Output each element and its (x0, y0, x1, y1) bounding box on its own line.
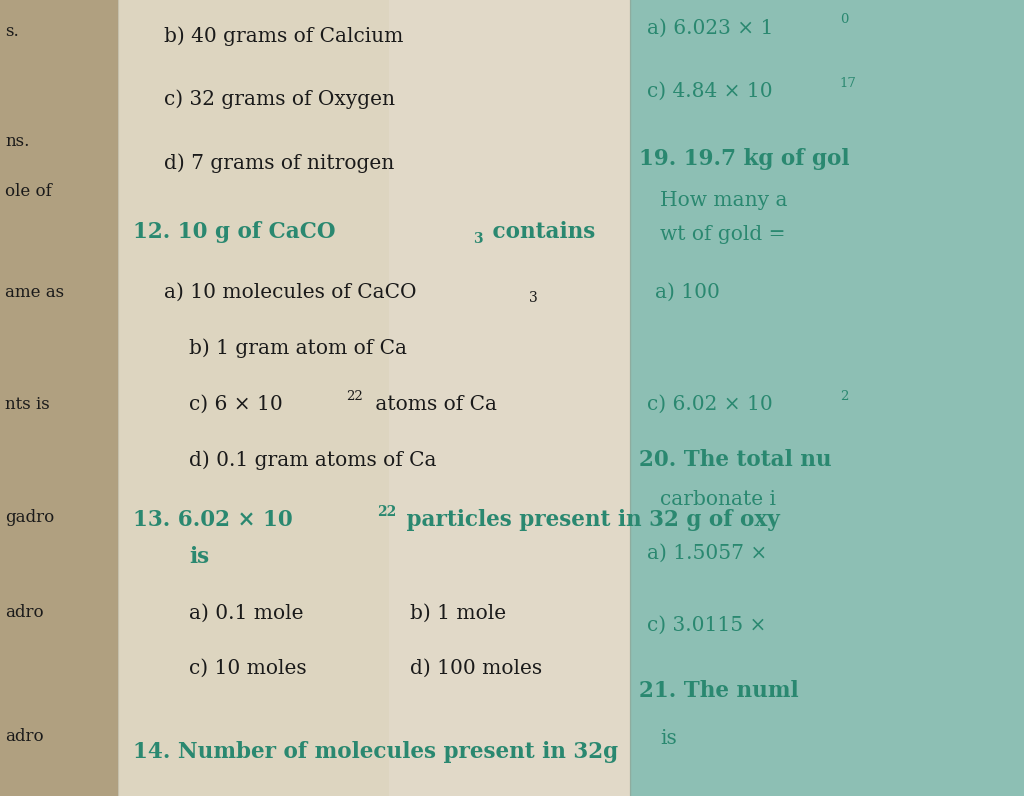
Text: 21. The numl: 21. The numl (639, 680, 799, 702)
Text: 22: 22 (377, 505, 396, 519)
Text: contains: contains (485, 221, 596, 244)
Text: 14. Number of molecules present in 32g: 14. Number of molecules present in 32g (133, 741, 618, 763)
Text: b) 40 grams of Calcium: b) 40 grams of Calcium (164, 26, 403, 45)
Text: is: is (189, 546, 210, 568)
Text: d) 0.1 gram atoms of Ca: d) 0.1 gram atoms of Ca (189, 451, 437, 470)
Bar (0, 0, 118, 796)
Text: 13. 6.02 × 10: 13. 6.02 × 10 (133, 509, 293, 531)
Text: How many a: How many a (660, 191, 788, 210)
Text: c) 10 moles: c) 10 moles (189, 659, 307, 678)
Text: a) 10 molecules of CaCO: a) 10 molecules of CaCO (164, 283, 417, 302)
Text: 19. 19.7 kg of gol: 19. 19.7 kg of gol (639, 148, 850, 170)
Text: c) 4.84 × 10: c) 4.84 × 10 (647, 82, 773, 101)
Text: carbonate i: carbonate i (660, 490, 776, 509)
Text: 20. The total nu: 20. The total nu (639, 449, 831, 471)
Text: c) 3.0115 ×: c) 3.0115 × (647, 615, 767, 634)
Text: a) 6.023 × 1: a) 6.023 × 1 (647, 18, 773, 37)
Text: gadro: gadro (5, 509, 54, 526)
Bar (630, 0, 1024, 796)
Text: is: is (660, 729, 677, 748)
Text: b) 1 mole: b) 1 mole (410, 603, 506, 622)
Text: c) 6.02 × 10: c) 6.02 × 10 (647, 395, 773, 414)
Text: atoms of Ca: atoms of Ca (369, 395, 497, 414)
Text: adro: adro (5, 728, 44, 745)
Bar (389, 0, 630, 796)
Text: a) 100: a) 100 (655, 283, 720, 302)
Text: ns.: ns. (5, 133, 30, 150)
Text: 22: 22 (346, 390, 362, 403)
Text: a) 1.5057 ×: a) 1.5057 × (647, 544, 767, 563)
Bar (118, 0, 630, 796)
Text: wt of gold =: wt of gold = (660, 224, 786, 244)
Text: d) 7 grams of nitrogen: d) 7 grams of nitrogen (164, 154, 394, 173)
Text: particles present in 32 g of oxy: particles present in 32 g of oxy (399, 509, 780, 531)
Text: 12. 10 g of CaCO: 12. 10 g of CaCO (133, 221, 336, 244)
Text: 3: 3 (529, 291, 539, 305)
Text: 17: 17 (840, 77, 856, 90)
Text: ame as: ame as (5, 283, 65, 301)
Text: adro: adro (5, 604, 44, 622)
Text: 0: 0 (840, 14, 848, 26)
Text: b) 1 gram atom of Ca: b) 1 gram atom of Ca (189, 339, 408, 358)
Text: d) 100 moles: d) 100 moles (410, 659, 542, 678)
Text: c) 6 × 10: c) 6 × 10 (189, 395, 284, 414)
Text: a) 0.1 mole: a) 0.1 mole (189, 603, 304, 622)
Text: 3: 3 (473, 232, 482, 246)
Text: c) 32 grams of Oxygen: c) 32 grams of Oxygen (164, 90, 395, 109)
Text: ole of: ole of (5, 182, 52, 200)
Text: nts is: nts is (5, 396, 50, 413)
Text: 2: 2 (840, 390, 848, 403)
Text: s.: s. (5, 23, 18, 41)
